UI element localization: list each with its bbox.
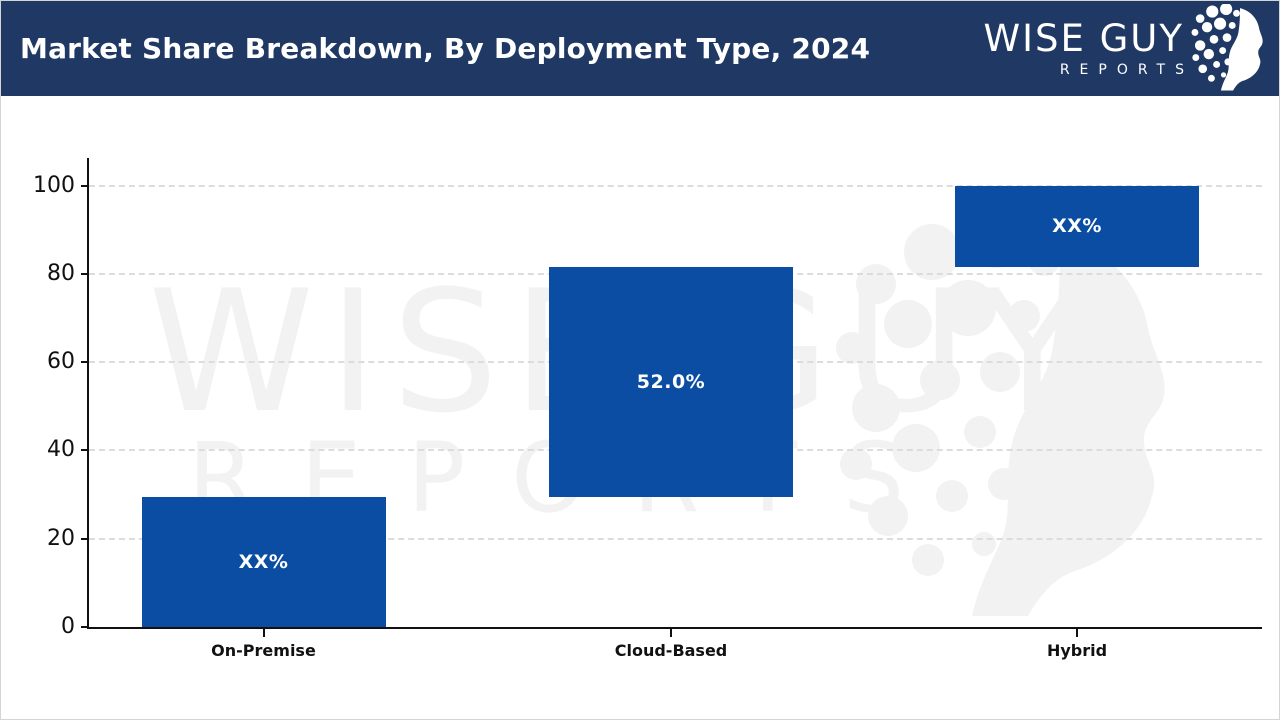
y-tick-label-0: 0 (61, 614, 75, 639)
y-axis-line (87, 158, 89, 629)
brand-logo: WISE GUY REPORTS (984, 4, 1280, 92)
y-tick-label-100: 100 (33, 172, 75, 198)
bar-hybrid: XX% (955, 185, 1199, 268)
x-axis-line (87, 627, 1262, 629)
brand-logo-text: WISE GUY REPORTS (984, 20, 1184, 77)
y-tick-label-80: 80 (47, 260, 75, 286)
y-tick-60 (81, 361, 89, 364)
y-tick-label-40: 40 (47, 437, 75, 463)
x-tick-label-cloud-based: Cloud-Based (614, 641, 728, 660)
x-tick-label-on-premise: On-Premise (211, 641, 316, 660)
x-tick-label-hybrid: Hybrid (1046, 641, 1108, 660)
x-tick-on-premise (262, 629, 265, 637)
bar-value-label: XX% (238, 550, 289, 573)
bar-value-label: XX% (1052, 215, 1102, 238)
bar-on-premise: XX% (141, 496, 386, 627)
y-tick-label-60: 60 (47, 349, 75, 375)
y-tick-0 (81, 626, 89, 628)
y-tick-40 (81, 449, 89, 452)
header-bar: Market Share Breakdown, By Deployment Ty… (0, 0, 1280, 96)
gridline-20 (89, 537, 1262, 540)
brand-subtitle: REPORTS (1059, 61, 1194, 78)
brand-face-icon (1191, 4, 1263, 91)
page-title: Market Share Breakdown, By Deployment Ty… (20, 31, 871, 65)
x-tick-hybrid (1076, 629, 1078, 637)
y-tick-100 (81, 184, 89, 187)
gridline-100 (89, 184, 1262, 187)
bar-value-label: 52.0% (636, 370, 706, 393)
y-tick-20 (81, 537, 89, 540)
y-tick-80 (81, 272, 89, 275)
y-tick-label-20: 20 (47, 525, 75, 551)
x-tick-cloud-based (670, 629, 672, 637)
brand-name: WISE GUY (983, 16, 1184, 60)
bar-cloud-based: 52.0% (549, 267, 793, 497)
